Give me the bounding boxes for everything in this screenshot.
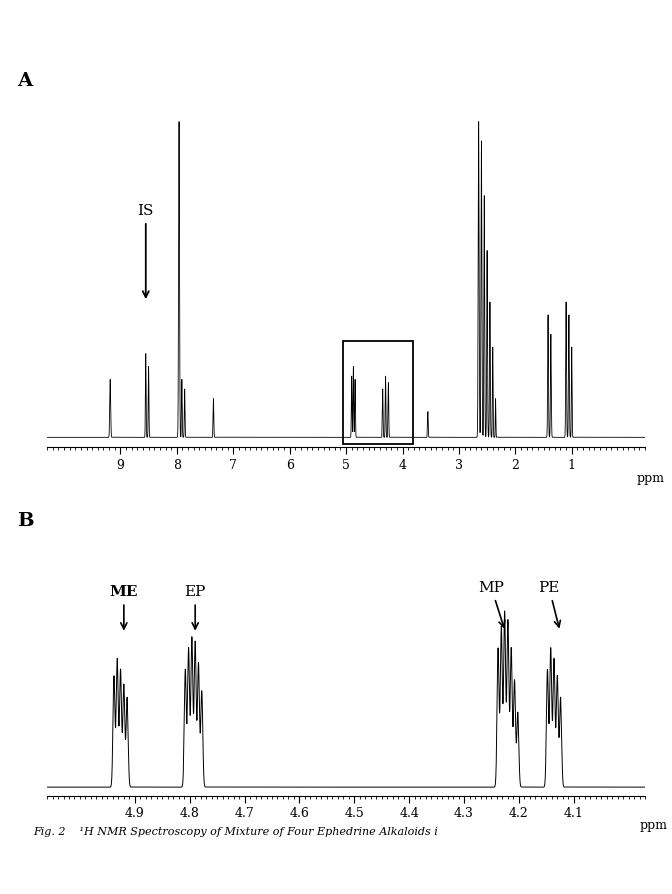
Bar xyxy=(343,341,413,443)
Text: EP: EP xyxy=(185,586,206,629)
Text: B: B xyxy=(17,512,34,530)
Text: PE: PE xyxy=(538,581,560,627)
Text: Fig. 2    ¹H NMR Spectroscopy of Mixture of Four Ephedrine Alkaloids i: Fig. 2 ¹H NMR Spectroscopy of Mixture of… xyxy=(34,827,438,837)
Text: ppm: ppm xyxy=(636,472,664,485)
Text: IS: IS xyxy=(138,204,154,297)
Text: ME: ME xyxy=(110,586,138,629)
Text: ppm: ppm xyxy=(639,819,667,832)
Text: A: A xyxy=(17,72,32,89)
Text: MP: MP xyxy=(478,581,505,627)
